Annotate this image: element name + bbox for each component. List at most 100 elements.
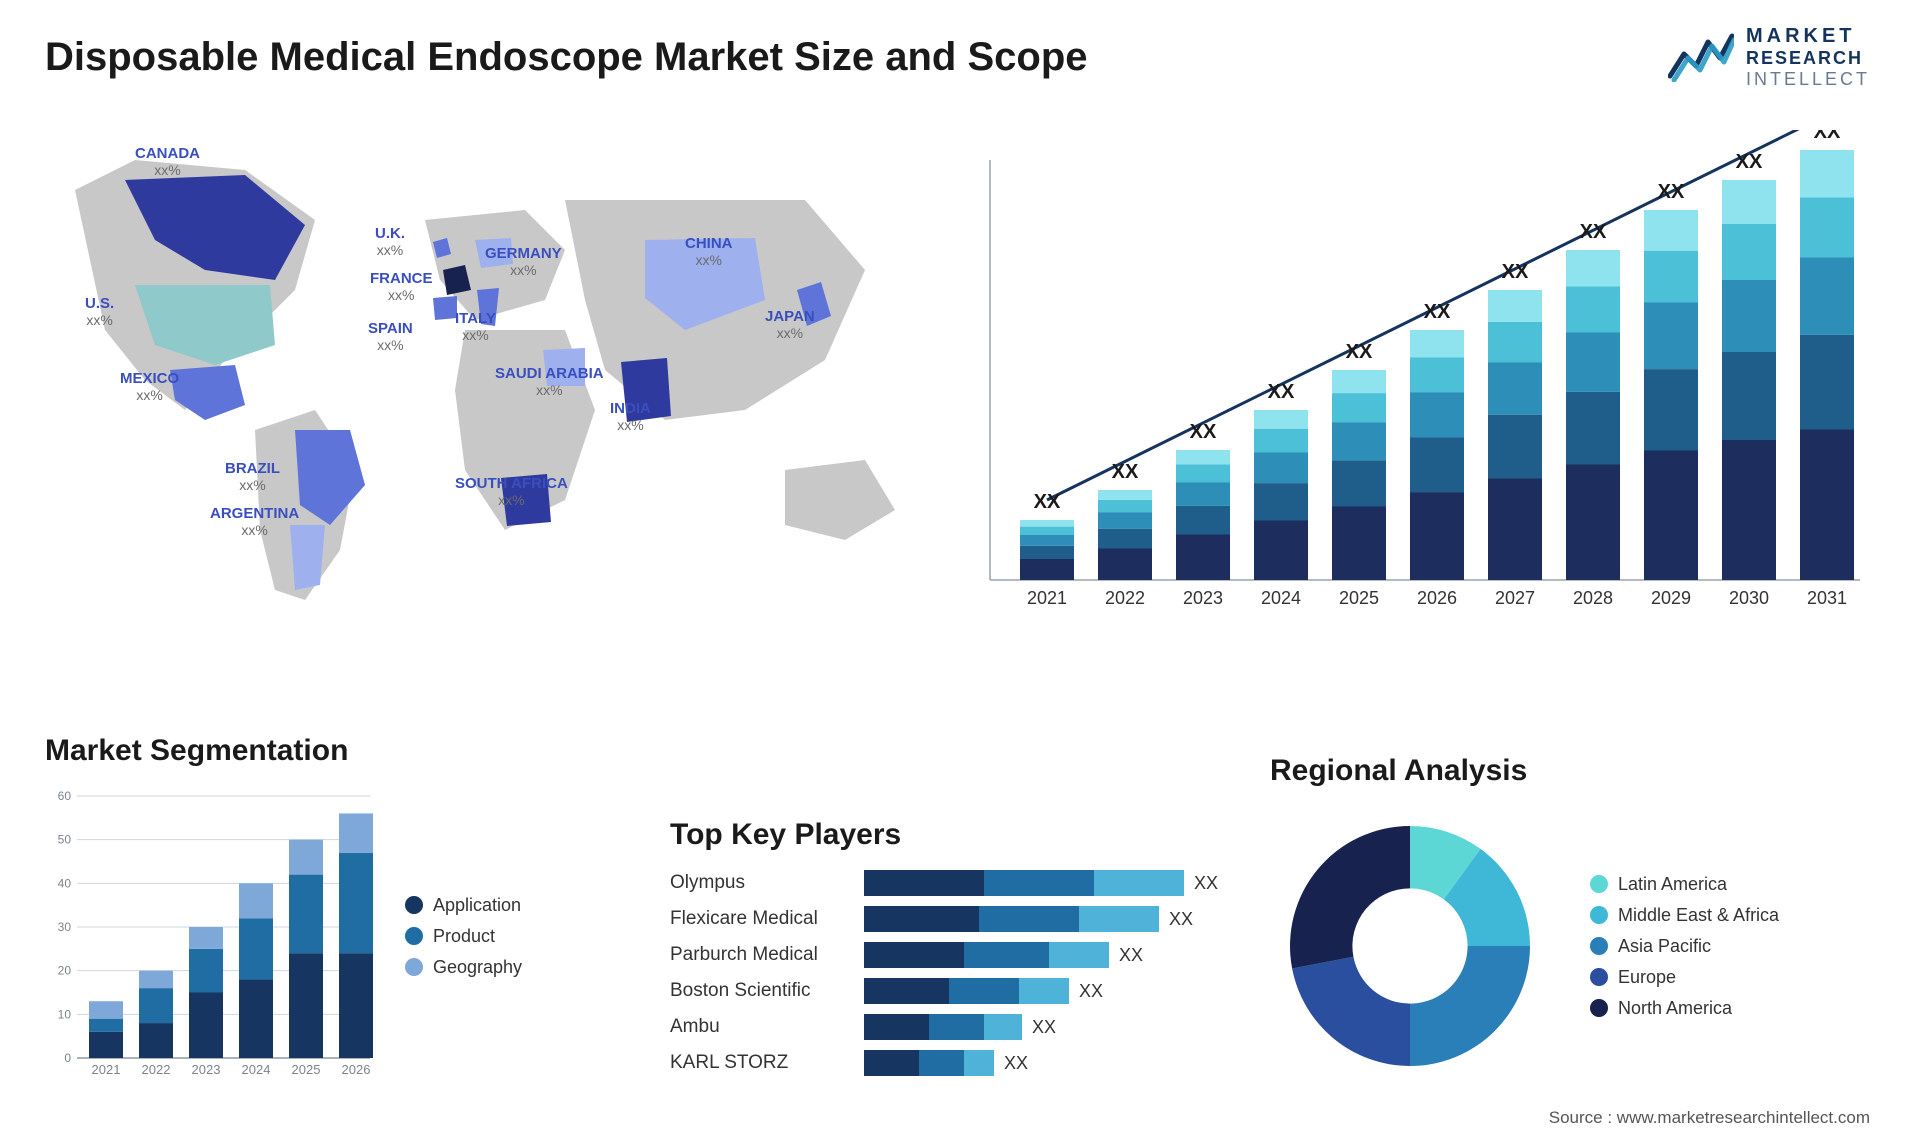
svg-text:2022: 2022 (142, 1062, 171, 1077)
country-label-france: FRANCExx% (370, 270, 433, 303)
key-player-row: Flexicare Medical XX (670, 906, 1230, 932)
svg-text:XX: XX (1424, 301, 1451, 323)
key-player-bar (864, 1014, 1022, 1040)
svg-text:2031: 2031 (1807, 588, 1847, 608)
svg-text:XX: XX (1112, 461, 1139, 483)
key-player-label: Boston Scientific (670, 980, 850, 1002)
svg-text:60: 60 (58, 789, 72, 803)
regional-heading: Regional Analysis (1270, 754, 1870, 788)
key-player-label: Flexicare Medical (670, 908, 850, 930)
svg-text:2023: 2023 (1183, 588, 1223, 608)
segmentation-legend-item: Application (405, 895, 522, 916)
segmentation-legend-item: Product (405, 926, 522, 947)
svg-text:2022: 2022 (1105, 588, 1145, 608)
regional-legend: Latin America Middle East & Africa Asia Pa… (1590, 864, 1779, 1029)
market-size-bar-chart: XX2021XX2022XX2023XX2024XX2025XX2026XX20… (970, 130, 1870, 620)
svg-text:50: 50 (58, 833, 72, 847)
regional-legend-item: Asia Pacific (1590, 936, 1779, 957)
key-player-bar (864, 870, 1184, 896)
country-label-spain: SPAINxx% (368, 320, 413, 353)
key-player-bar (864, 978, 1069, 1004)
key-player-bar (864, 1050, 994, 1076)
country-label-brazil: BRAZILxx% (225, 460, 280, 493)
key-player-label: Olympus (670, 872, 850, 894)
logo-line-1: MARKET (1746, 25, 1870, 48)
key-player-row: Ambu XX (670, 1014, 1230, 1040)
svg-text:40: 40 (58, 876, 72, 890)
logo-line-3: INTELLECT (1746, 69, 1870, 90)
svg-text:2026: 2026 (342, 1062, 371, 1077)
key-player-bar (864, 942, 1109, 968)
svg-text:2027: 2027 (1495, 588, 1535, 608)
key-player-value: XX (1079, 981, 1103, 1002)
svg-text:XX: XX (1736, 151, 1763, 173)
svg-text:10: 10 (58, 1007, 72, 1021)
svg-text:2030: 2030 (1729, 588, 1769, 608)
svg-text:30: 30 (58, 920, 72, 934)
country-label-china: CHINAxx% (685, 235, 733, 268)
country-label-italy: ITALYxx% (455, 310, 496, 343)
country-label-germany: GERMANYxx% (485, 245, 562, 278)
brand-logo: MARKET RESEARCH INTELLECT (1668, 25, 1870, 89)
key-player-value: XX (1032, 1017, 1056, 1038)
key-player-row: KARL STORZ XX (670, 1050, 1230, 1076)
svg-text:XX: XX (1346, 341, 1373, 363)
country-label-mexico: MEXICOxx% (120, 370, 179, 403)
country-label-saudi-arabia: SAUDI ARABIAxx% (495, 365, 604, 398)
svg-text:XX: XX (1580, 221, 1607, 243)
country-label-u-k-: U.K.xx% (375, 225, 405, 258)
svg-text:2029: 2029 (1651, 588, 1691, 608)
svg-text:2021: 2021 (92, 1062, 121, 1077)
key-player-row: Parburch Medical XX (670, 942, 1230, 968)
svg-text:2024: 2024 (1261, 588, 1301, 608)
segmentation-bar-chart: 0 10 20 30 40 50 60 2021 2022 2023 2024 2025 2026 (45, 786, 375, 1086)
source-attribution: Source : www.marketresearchintellect.com (1549, 1108, 1870, 1128)
svg-text:XX: XX (1658, 181, 1685, 203)
logo-text: MARKET RESEARCH INTELLECT (1746, 25, 1870, 89)
svg-text:XX: XX (1814, 130, 1841, 143)
country-label-india: INDIAxx% (610, 400, 651, 433)
svg-text:2025: 2025 (1339, 588, 1379, 608)
market-size-bar-chart-svg: XX2021XX2022XX2023XX2024XX2025XX2026XX20… (970, 130, 1870, 620)
country-label-u-s-: U.S.xx% (85, 295, 114, 328)
svg-text:2023: 2023 (192, 1062, 221, 1077)
country-label-south-africa: SOUTH AFRICAxx% (455, 475, 568, 508)
key-player-label: KARL STORZ (670, 1052, 850, 1074)
segmentation-legend: Application Product Geography (405, 885, 522, 988)
svg-text:2026: 2026 (1417, 588, 1457, 608)
svg-text:0: 0 (64, 1051, 71, 1065)
logo-mark-icon (1668, 32, 1734, 82)
regional-legend-item: Latin America (1590, 874, 1779, 895)
key-players-heading: Top Key Players (670, 818, 1230, 852)
svg-text:XX: XX (1034, 491, 1061, 513)
regional-analysis-section: Regional Analysis Latin America Middle Ea… (1270, 754, 1870, 1086)
market-segmentation-section: Market Segmentation 0 10 20 30 40 50 60 2021 202… (45, 734, 605, 1086)
key-player-row: Olympus XX (670, 870, 1230, 896)
country-label-canada: CANADAxx% (135, 145, 200, 178)
country-label-japan: JAPANxx% (765, 308, 815, 341)
key-players-list: OlympusXXFlexicare MedicalXXParburch Med… (670, 870, 1230, 1076)
key-player-label: Parburch Medical (670, 944, 850, 966)
segmentation-legend-item: Geography (405, 957, 522, 978)
page-title: Disposable Medical Endoscope Market Size… (45, 35, 1088, 80)
key-player-row: Boston Scientific XX (670, 978, 1230, 1004)
key-player-bar (864, 906, 1159, 932)
segmentation-heading: Market Segmentation (45, 734, 605, 768)
key-player-label: Ambu (670, 1016, 850, 1038)
svg-text:2024: 2024 (242, 1062, 271, 1077)
key-players-section: Top Key Players OlympusXXFlexicare Medic… (670, 818, 1230, 1086)
key-player-value: XX (1004, 1053, 1028, 1074)
key-player-value: XX (1119, 945, 1143, 966)
regional-legend-item: North America (1590, 998, 1779, 1019)
svg-text:2025: 2025 (292, 1062, 321, 1077)
key-player-value: XX (1169, 909, 1193, 930)
world-map: CANADAxx% U.S.xx% MEXICOxx% BRAZILxx% ARGENT… (45, 130, 925, 630)
svg-text:20: 20 (58, 964, 72, 978)
logo-line-2: RESEARCH (1746, 48, 1870, 69)
svg-text:XX: XX (1268, 381, 1295, 403)
key-player-value: XX (1194, 873, 1218, 894)
regional-donut-chart (1270, 806, 1550, 1086)
country-label-argentina: ARGENTINAxx% (210, 505, 299, 538)
svg-text:2028: 2028 (1573, 588, 1613, 608)
regional-legend-item: Middle East & Africa (1590, 905, 1779, 926)
